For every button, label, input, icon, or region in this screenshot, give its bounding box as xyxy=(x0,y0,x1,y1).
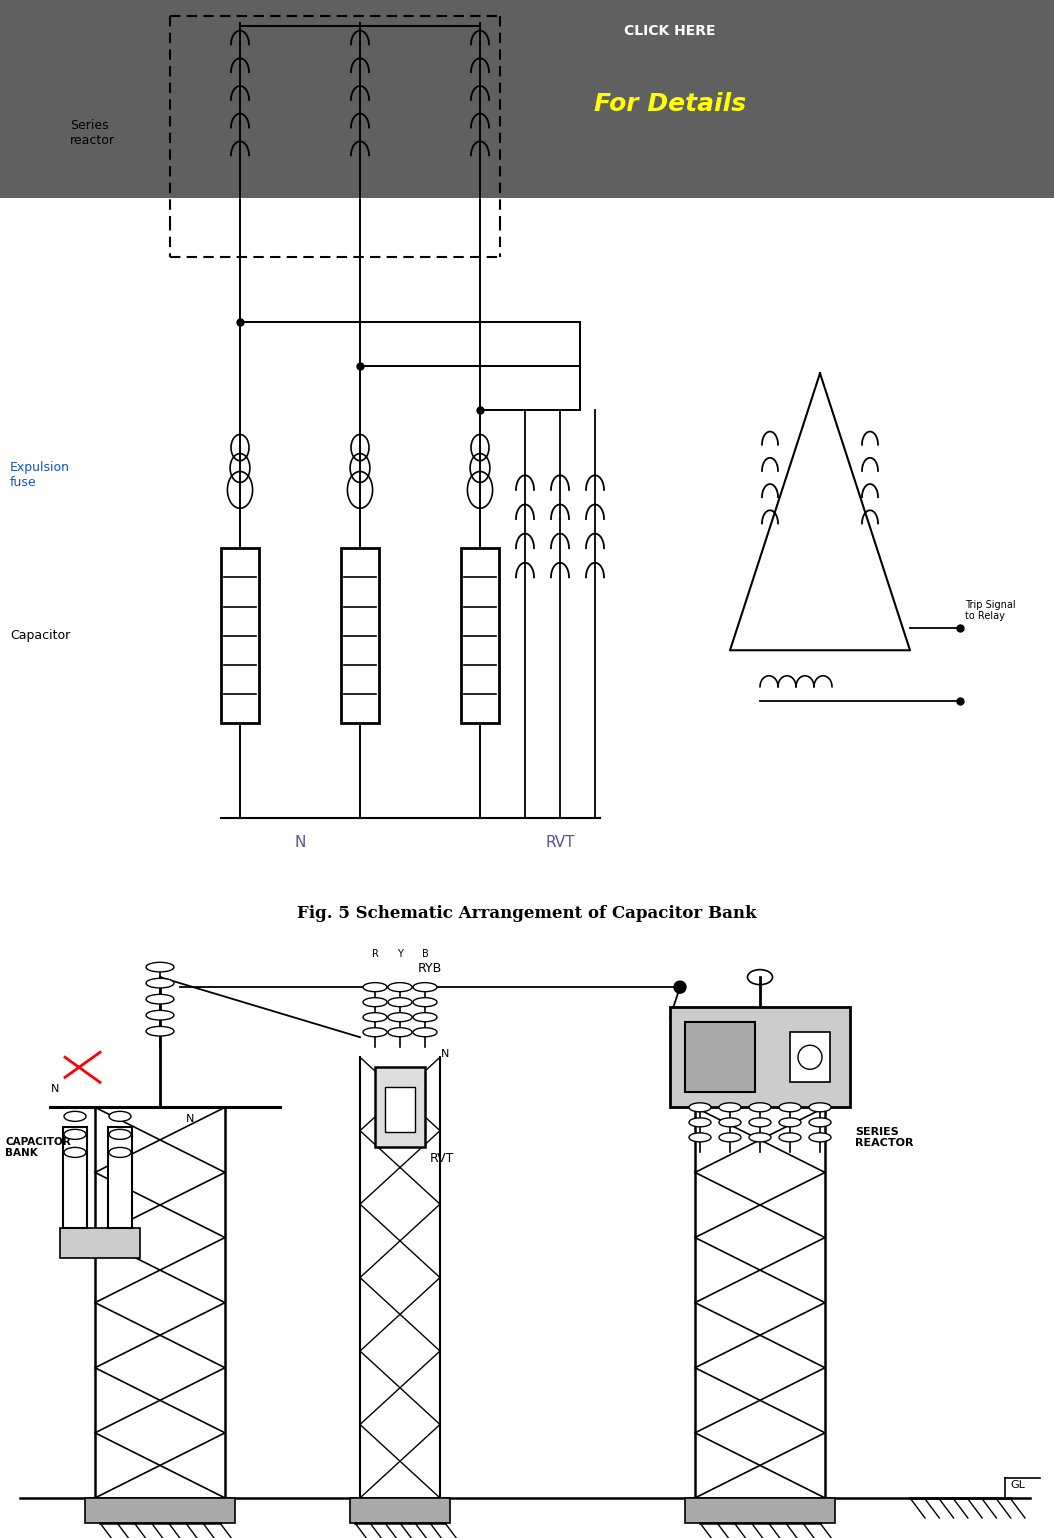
Text: Series
reactor: Series reactor xyxy=(70,118,115,146)
Bar xyxy=(60,1227,140,1258)
Ellipse shape xyxy=(147,978,174,987)
Bar xyxy=(85,1498,235,1523)
Circle shape xyxy=(674,981,686,994)
Bar xyxy=(350,1498,450,1523)
Text: Trip Signal
to Relay: Trip Signal to Relay xyxy=(965,600,1016,621)
Text: Fig. 5 Schematic Arrangement of Capacitor Bank: Fig. 5 Schematic Arrangement of Capacito… xyxy=(297,906,757,923)
Bar xyxy=(670,1007,850,1107)
Ellipse shape xyxy=(413,998,437,1007)
Text: N: N xyxy=(294,835,306,851)
Ellipse shape xyxy=(749,1134,770,1141)
Ellipse shape xyxy=(64,1147,86,1158)
Ellipse shape xyxy=(413,983,437,992)
Ellipse shape xyxy=(147,1026,174,1037)
Ellipse shape xyxy=(388,1027,412,1037)
Ellipse shape xyxy=(689,1134,711,1141)
Ellipse shape xyxy=(719,1103,741,1112)
Text: N: N xyxy=(441,1049,449,1060)
Bar xyxy=(375,1067,425,1147)
Ellipse shape xyxy=(413,1012,437,1021)
Ellipse shape xyxy=(689,1103,711,1112)
Ellipse shape xyxy=(363,1027,387,1037)
Ellipse shape xyxy=(779,1103,801,1112)
Ellipse shape xyxy=(779,1118,801,1127)
Text: R: R xyxy=(372,949,378,960)
Ellipse shape xyxy=(689,1118,711,1127)
Text: CLICK HERE: CLICK HERE xyxy=(624,23,716,37)
Ellipse shape xyxy=(719,1134,741,1141)
Text: CAPACITOR
BANK: CAPACITOR BANK xyxy=(5,1137,71,1158)
Bar xyxy=(63,1127,87,1227)
Text: Expulsion
fuse: Expulsion fuse xyxy=(9,461,70,489)
Ellipse shape xyxy=(109,1112,131,1121)
Ellipse shape xyxy=(147,1010,174,1020)
Text: RVT: RVT xyxy=(545,835,574,851)
Ellipse shape xyxy=(363,983,387,992)
Ellipse shape xyxy=(809,1103,831,1112)
Bar xyxy=(685,1023,755,1092)
Ellipse shape xyxy=(809,1118,831,1127)
Bar xyxy=(108,1127,132,1227)
Bar xyxy=(385,1087,415,1132)
Ellipse shape xyxy=(363,1012,387,1021)
Text: B: B xyxy=(422,949,428,960)
Bar xyxy=(685,1498,835,1523)
Text: For Details: For Details xyxy=(594,92,746,115)
Text: SERIES
REACTOR: SERIES REACTOR xyxy=(855,1126,914,1149)
Ellipse shape xyxy=(147,963,174,972)
Ellipse shape xyxy=(413,1027,437,1037)
Text: N: N xyxy=(186,1115,194,1124)
Bar xyxy=(0,0,1054,198)
Bar xyxy=(221,548,259,723)
Text: RVT: RVT xyxy=(430,1152,454,1166)
Ellipse shape xyxy=(779,1134,801,1141)
Ellipse shape xyxy=(388,1012,412,1021)
Ellipse shape xyxy=(749,1118,770,1127)
Ellipse shape xyxy=(388,983,412,992)
Ellipse shape xyxy=(109,1129,131,1140)
Ellipse shape xyxy=(388,998,412,1007)
Ellipse shape xyxy=(809,1134,831,1141)
Ellipse shape xyxy=(747,969,773,984)
Text: N: N xyxy=(51,1084,59,1095)
Bar xyxy=(790,1032,829,1083)
Bar xyxy=(461,548,499,723)
Ellipse shape xyxy=(749,1103,770,1112)
Ellipse shape xyxy=(64,1129,86,1140)
Ellipse shape xyxy=(363,998,387,1007)
Ellipse shape xyxy=(64,1112,86,1121)
Bar xyxy=(341,548,379,723)
Text: RYB: RYB xyxy=(417,963,442,975)
Ellipse shape xyxy=(147,995,174,1004)
Ellipse shape xyxy=(719,1118,741,1127)
Text: GL: GL xyxy=(1010,1480,1024,1490)
Text: Y: Y xyxy=(397,949,403,960)
Text: Capacitor: Capacitor xyxy=(9,629,71,643)
Ellipse shape xyxy=(109,1147,131,1158)
